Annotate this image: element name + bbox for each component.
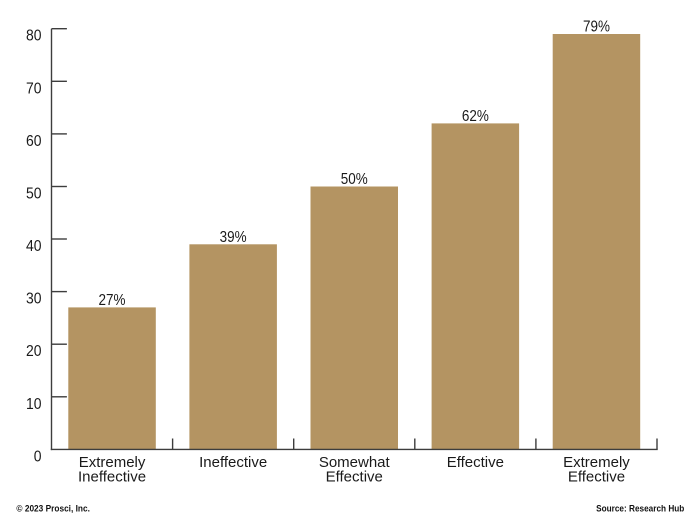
svg-text:10: 10 (26, 396, 42, 413)
svg-text:50: 50 (26, 186, 42, 203)
svg-text:50%: 50% (341, 171, 368, 188)
svg-text:Extremely: Extremely (563, 454, 630, 471)
svg-text:79%: 79% (583, 19, 610, 36)
svg-text:Extremely: Extremely (79, 454, 146, 471)
svg-text:Effective: Effective (447, 454, 504, 471)
svg-text:Somewhat: Somewhat (319, 454, 391, 471)
svg-text:62%: 62% (462, 108, 489, 125)
svg-text:30: 30 (26, 291, 42, 308)
svg-text:Ineffective: Ineffective (78, 469, 146, 486)
svg-text:70: 70 (26, 81, 42, 98)
svg-text:20: 20 (26, 344, 42, 361)
svg-text:27%: 27% (99, 292, 126, 309)
svg-text:60: 60 (26, 133, 42, 150)
svg-text:40: 40 (26, 238, 42, 255)
svg-text:Effective: Effective (568, 469, 625, 486)
svg-text:Source: Research Hub: Source: Research Hub (596, 503, 685, 514)
svg-text:0: 0 (34, 449, 42, 466)
svg-text:80: 80 (26, 28, 42, 45)
svg-text:39%: 39% (220, 229, 247, 246)
svg-text:Effective: Effective (326, 469, 383, 486)
svg-text:Ineffective: Ineffective (199, 454, 267, 471)
svg-text:© 2023 Prosci, Inc.: © 2023 Prosci, Inc. (16, 503, 90, 514)
